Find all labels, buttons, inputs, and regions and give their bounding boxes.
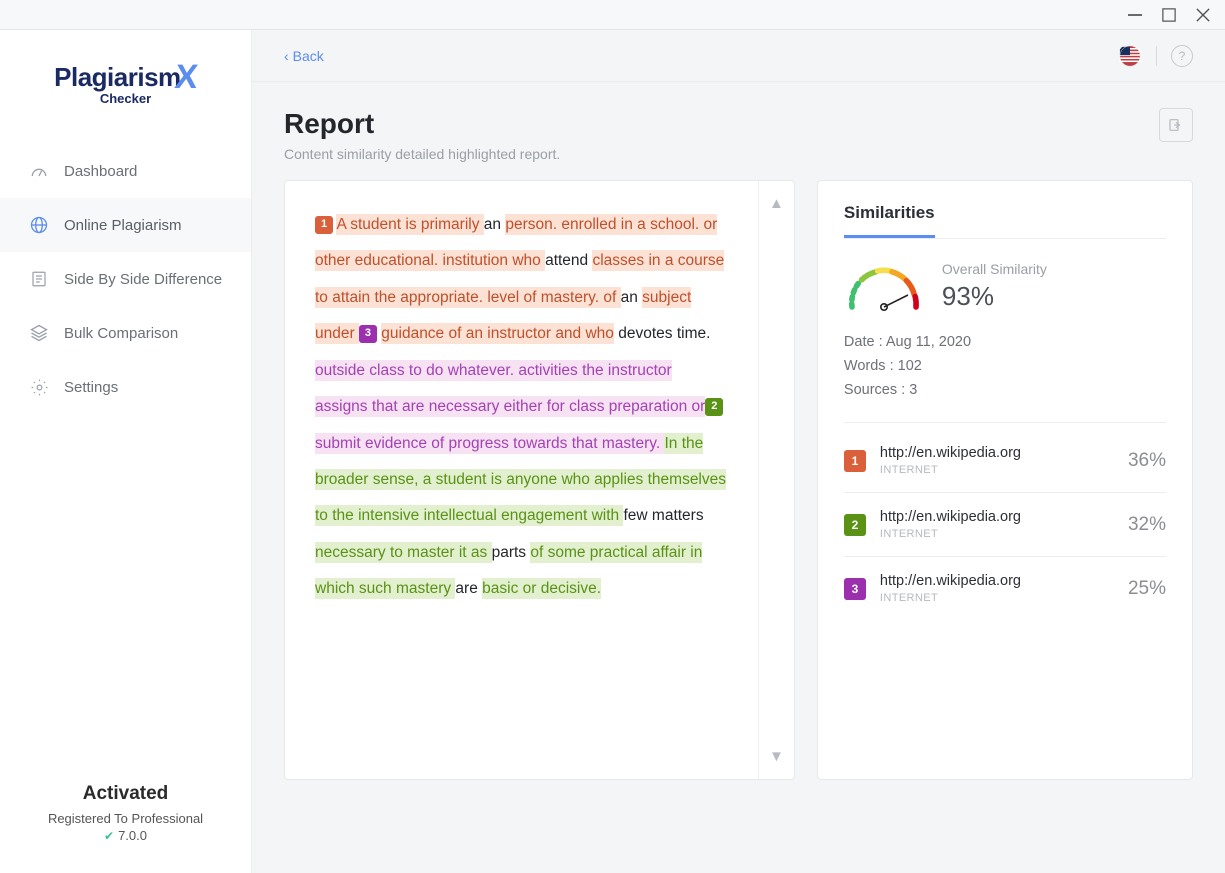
gear-icon	[28, 376, 50, 398]
speedometer-icon	[28, 160, 50, 182]
report-content: Report Content similarity detailed highl…	[252, 82, 1225, 873]
overall-similarity-value: 93%	[942, 281, 1047, 312]
report-text-segment: are	[455, 580, 482, 597]
nav-list: Dashboard Online Plagiarism	[0, 144, 251, 414]
source-badge-1: 1	[844, 450, 866, 472]
main-panel: ‹ Back	[252, 30, 1225, 873]
sidebar-item-label: Side By Side Difference	[64, 272, 222, 287]
app-root: Plagiarism X Checker Dashboard	[0, 30, 1225, 873]
sources-list: 1 http://en.wikipedia.org INTERNET 36% 2…	[844, 429, 1166, 620]
report-text-segment: attend	[545, 252, 592, 269]
report-text-segment: necessary to master it as	[315, 542, 492, 563]
language-flag-icon[interactable]	[1118, 44, 1142, 68]
source-badge-3: 3	[844, 578, 866, 600]
panels-row: 1 A student is primarily an person. enro…	[284, 180, 1193, 780]
window-titlebar	[0, 0, 1225, 30]
brand-logo: Plagiarism X Checker	[0, 30, 251, 126]
document-icon	[28, 268, 50, 290]
source-type-2: INTERNET	[880, 528, 1114, 540]
source-percent-1: 36%	[1128, 450, 1166, 472]
overall-similarity-label: Overall Similarity	[942, 261, 1047, 277]
scroll-down-icon[interactable]: ▼	[769, 748, 784, 765]
close-button[interactable]	[1195, 7, 1211, 23]
text-report-panel: 1 A student is primarily an person. enro…	[284, 180, 795, 780]
source-row-3[interactable]: 3 http://en.wikipedia.org INTERNET 25%	[844, 557, 1166, 620]
sidebar-item-dashboard[interactable]: Dashboard	[0, 144, 251, 198]
minimize-button[interactable]	[1127, 7, 1143, 23]
source-type-3: INTERNET	[880, 592, 1114, 604]
report-text-segment: an	[621, 289, 643, 306]
help-icon[interactable]: ?	[1171, 45, 1193, 67]
tab-similarities[interactable]: Similarities	[844, 203, 935, 238]
report-text-segment: few matters	[623, 507, 703, 524]
source-marker-3[interactable]: 3	[359, 325, 377, 343]
activation-status: Activated Registered To Professional ✔ 7…	[0, 783, 251, 843]
sidebar-item-side-by-side[interactable]: Side By Side Difference	[0, 252, 251, 306]
layers-icon	[28, 322, 50, 344]
source-marker-1[interactable]: 1	[315, 216, 333, 234]
chevron-left-icon: ‹	[284, 48, 289, 64]
back-button[interactable]: ‹ Back	[284, 48, 324, 64]
source-row-2[interactable]: 2 http://en.wikipedia.org INTERNET 32%	[844, 493, 1166, 557]
source-url-1[interactable]: http://en.wikipedia.org	[880, 445, 1114, 461]
report-text-segment: submit evidence of progress towards that…	[315, 433, 664, 454]
scroll-up-icon[interactable]: ▲	[769, 195, 784, 212]
sidebar-item-label: Online Plagiarism	[64, 218, 182, 233]
sidebar-item-settings[interactable]: Settings	[0, 360, 251, 414]
source-row-1[interactable]: 1 http://en.wikipedia.org INTERNET 36%	[844, 429, 1166, 493]
page-subtitle: Content similarity detailed highlighted …	[284, 146, 560, 162]
source-type-1: INTERNET	[880, 464, 1114, 476]
meta-sources: Sources : 3	[844, 382, 1166, 398]
sidebar-item-online-plagiarism[interactable]: Online Plagiarism	[0, 198, 251, 252]
overall-similarity-gauge: Overall Similarity 93%	[844, 261, 1166, 312]
meta-date: Date : Aug 11, 2020	[844, 334, 1166, 350]
divider	[1156, 46, 1157, 66]
meta-words: Words : 102	[844, 358, 1166, 374]
source-marker-2[interactable]: 2	[705, 398, 723, 416]
globe-icon	[28, 214, 50, 236]
report-text-segment: guidance of an instructor and who	[381, 323, 614, 344]
report-text-segment: A student is primarily	[336, 214, 483, 235]
export-icon[interactable]	[1159, 108, 1193, 142]
sidebar-item-label: Settings	[64, 380, 118, 395]
report-text-segment: devotes time.	[614, 325, 711, 342]
sidebar-item-bulk-comparison[interactable]: Bulk Comparison	[0, 306, 251, 360]
report-text-scroll[interactable]: 1 A student is primarily an person. enro…	[285, 181, 758, 779]
topbar: ‹ Back	[252, 30, 1225, 82]
sidebar: Plagiarism X Checker Dashboard	[0, 30, 252, 873]
source-url-2[interactable]: http://en.wikipedia.org	[880, 509, 1114, 525]
scrollbar-track: ▲ ▼	[758, 181, 794, 779]
similarities-panel: Similarities	[817, 180, 1193, 780]
page-title: Report	[284, 108, 560, 140]
report-text-segment: basic or decisive.	[482, 578, 601, 599]
report-text-segment: outside class to do whatever. activities…	[315, 360, 705, 417]
gauge-icon	[844, 262, 924, 312]
sidebar-item-label: Dashboard	[64, 164, 137, 179]
report-text-segment: an	[484, 216, 506, 233]
report-text-segment: parts	[492, 544, 531, 561]
source-url-3[interactable]: http://en.wikipedia.org	[880, 573, 1114, 589]
check-icon: ✔	[104, 829, 114, 843]
source-badge-2: 2	[844, 514, 866, 536]
source-percent-2: 32%	[1128, 514, 1166, 536]
maximize-button[interactable]	[1161, 7, 1177, 23]
report-meta: Date : Aug 11, 2020 Words : 102 Sources …	[844, 334, 1166, 423]
sidebar-item-label: Bulk Comparison	[64, 326, 178, 341]
source-percent-3: 25%	[1128, 578, 1166, 600]
